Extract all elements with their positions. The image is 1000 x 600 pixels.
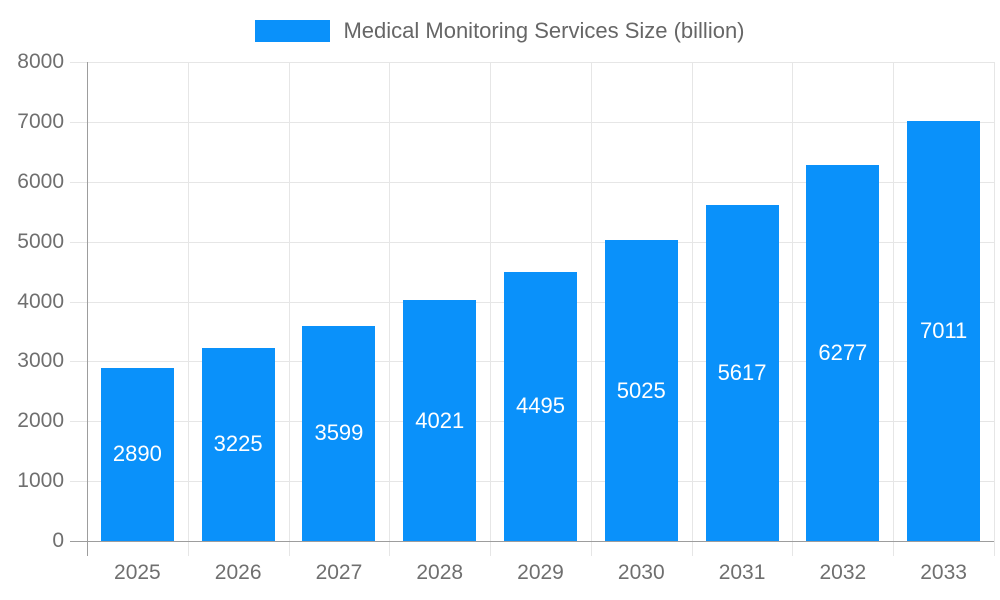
- y-tick-mark-7000: [70, 121, 87, 123]
- bar-2032[interactable]: 6277: [806, 165, 880, 541]
- x-tick-label-2030: 2030: [617, 561, 665, 584]
- y-tick-label-6000: 6000: [17, 169, 64, 193]
- y-tick-mark-6000: [70, 181, 87, 183]
- gridline-vertical-3: [389, 62, 391, 541]
- y-tick-label-1000: 1000: [17, 469, 64, 493]
- x-tick-mark-1: [187, 541, 189, 556]
- x-tick-label-2025: 2025: [114, 561, 161, 584]
- x-tick-mark-8: [893, 541, 895, 556]
- y-tick-label-7000: 7000: [17, 109, 64, 133]
- gridline-vertical-9: [994, 62, 995, 541]
- y-tick-label-4000: 4000: [17, 289, 64, 313]
- x-tick-label-2026: 2026: [214, 561, 262, 584]
- x-tick-mark-9: [994, 541, 995, 556]
- bar-2030[interactable]: 5025: [604, 240, 678, 541]
- x-tick-mark-6: [691, 541, 693, 556]
- y-tick-mark-1000: [70, 481, 87, 483]
- bar-value-label-2026: 3225: [213, 431, 263, 457]
- bar-value-label-2025: 2890: [112, 441, 162, 467]
- bar-value-label-2030: 5025: [616, 377, 666, 403]
- bar-2033[interactable]: 7011: [907, 121, 981, 541]
- gridline-vertical-5: [590, 62, 592, 541]
- gridline-horizontal-6000: [87, 181, 994, 183]
- x-tick-mark-4: [490, 541, 492, 556]
- gridline-vertical-8: [893, 62, 895, 541]
- gridline-vertical-4: [490, 62, 492, 541]
- legend-label: Medical Monitoring Services Size (billio…: [343, 18, 745, 43]
- y-tick-mark-5000: [70, 241, 87, 243]
- x-tick-label-2029: 2029: [517, 561, 564, 584]
- gridline-horizontal-8000: [87, 62, 994, 63]
- y-tick-label-5000: 5000: [17, 229, 64, 253]
- gridline-horizontal-5000: [87, 241, 994, 243]
- y-tick-mark-2000: [70, 421, 87, 423]
- gridline-vertical-6: [691, 62, 693, 541]
- y-tick-mark-3000: [70, 361, 87, 363]
- x-tick-label-2032: 2032: [819, 561, 867, 584]
- x-tick-mark-3: [389, 541, 391, 556]
- bar-2027[interactable]: 3599: [302, 325, 376, 541]
- plot-area: 2890 3225 3599 4021 4495 5025 5617 6277 7011 0 10…: [17, 50, 995, 584]
- bar-2026[interactable]: 3225: [201, 347, 275, 541]
- x-tick-mark-2: [288, 541, 290, 556]
- x-axis-line: [70, 541, 994, 542]
- y-tick-mark-8000: [70, 62, 87, 63]
- y-tick-label-8000: 8000: [17, 50, 64, 73]
- x-tick-label-2033: 2033: [920, 561, 967, 584]
- bar-value-label-2033: 7011: [919, 318, 968, 344]
- x-tick-mark-5: [590, 541, 592, 556]
- gridline-horizontal-7000: [87, 121, 994, 123]
- gridline-vertical-7: [792, 62, 794, 541]
- bar-value-label-2028: 4021: [415, 407, 465, 433]
- x-tick-label-2027: 2027: [315, 561, 363, 584]
- y-tick-label-0: 0: [52, 529, 64, 552]
- legend-swatch: [255, 20, 331, 42]
- x-tick-label-2028: 2028: [416, 561, 464, 584]
- x-tick-label-2031: 2031: [718, 561, 766, 584]
- bar-2031[interactable]: 5617: [705, 204, 779, 541]
- bar-value-label-2027: 3599: [314, 420, 364, 446]
- bar-2028[interactable]: 4021: [403, 300, 477, 541]
- bar-value-label-2032: 6277: [818, 340, 868, 366]
- bar-value-label-2031: 5617: [717, 359, 767, 385]
- gridline-vertical-1: [187, 62, 189, 541]
- y-tick-mark-4000: [70, 301, 87, 303]
- y-tick-label-3000: 3000: [17, 349, 64, 373]
- bar-2025[interactable]: 2890: [100, 367, 174, 541]
- bar-2029[interactable]: 4495: [504, 271, 577, 541]
- bar-value-label-2029: 4495: [516, 393, 565, 419]
- y-tick-label-2000: 2000: [17, 409, 64, 433]
- x-tick-mark-7: [792, 541, 794, 556]
- chart-legend[interactable]: Medical Monitoring Services Size (billio…: [0, 18, 1000, 44]
- gridline-vertical-2: [288, 62, 290, 541]
- y-axis-line: [87, 62, 88, 556]
